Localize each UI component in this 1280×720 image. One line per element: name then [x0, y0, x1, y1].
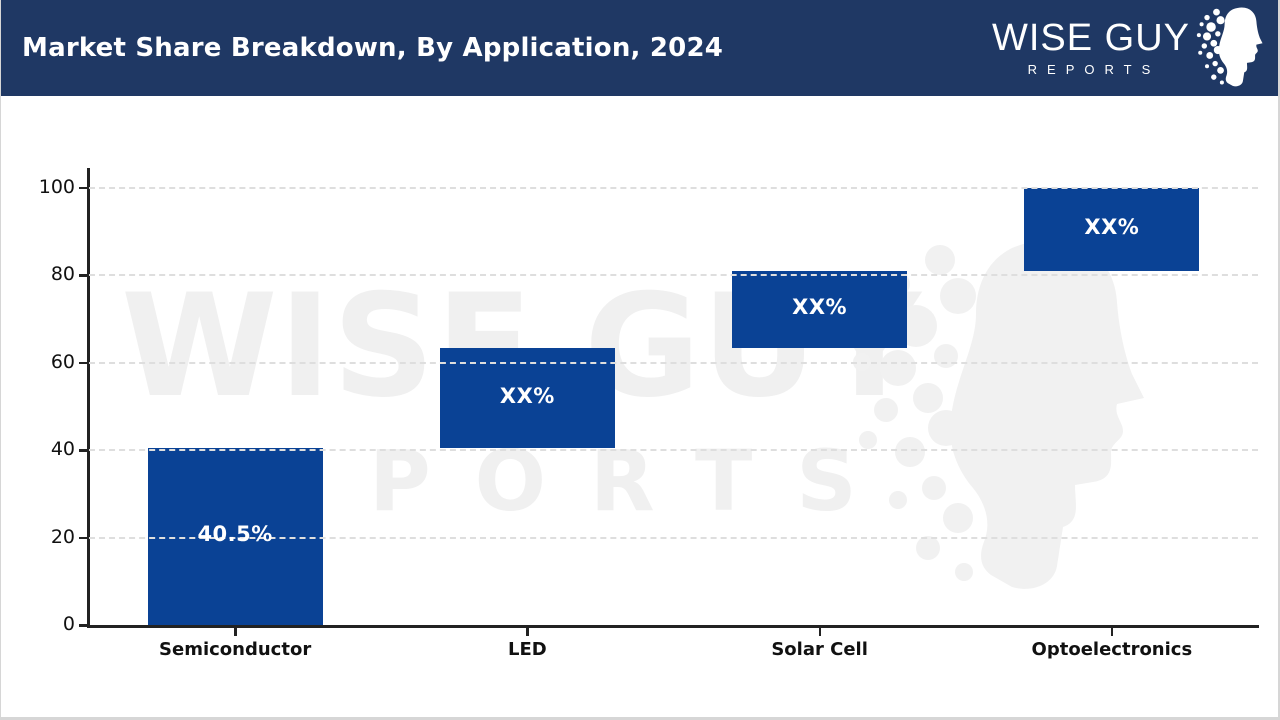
x-category-label: LED	[508, 639, 547, 660]
y-tick-label-60: 60	[50, 350, 75, 373]
x-tickmark-0	[234, 628, 237, 636]
y-tickmark-40	[79, 449, 87, 452]
x-tickmark-3	[1110, 628, 1114, 636]
x-tickmark-1	[526, 628, 529, 636]
y-tickmark-80	[79, 274, 87, 277]
bar-value-label: XX%	[499, 383, 555, 408]
logo-wordmark-line1: WISE GUY	[991, 17, 1190, 60]
bar-optoelectronics	[1024, 187, 1200, 271]
y-tick-label-20: 20	[50, 525, 75, 548]
y-axis-line	[87, 168, 90, 628]
x-category-label: Semiconductor	[159, 639, 312, 660]
header-bar: Market Share Breakdown, By Application, …	[1, 0, 1278, 96]
y-tickmark-60	[79, 361, 87, 364]
y-tickmark-20	[79, 536, 87, 539]
bar-value-label: 40.5%	[197, 522, 273, 547]
y-tickmark-100	[79, 186, 87, 189]
dotted-head-icon	[1186, 4, 1270, 92]
y-tick-label-100: 100	[38, 175, 75, 198]
wiseguy-logo: WISE GUY REPORTS	[992, 4, 1270, 92]
bar-solar-cell	[732, 270, 908, 348]
logo-wordmark-line2: REPORTS	[1027, 61, 1161, 77]
x-category-label: Optoelectronics	[1031, 639, 1193, 660]
gridline-y-80	[89, 274, 1258, 276]
gridline-y-60	[89, 361, 1258, 364]
x-tickmark-2	[818, 628, 822, 636]
y-tick-label-40: 40	[50, 438, 75, 460]
y-tick-label-0: 0	[62, 613, 75, 635]
x-category-label: Solar Cell	[771, 639, 868, 660]
bar-led	[439, 347, 615, 448]
bar-value-label: XX%	[1084, 215, 1140, 240]
logo-wordmark: WISE GUY REPORTS	[991, 17, 1190, 77]
chart-area: WISE GUY REPORTS 0 20 40 60 80 100 40.5% Semico…	[1, 96, 1278, 717]
y-tick-label-80: 80	[50, 263, 75, 285]
gridline-y-40	[89, 449, 1258, 451]
page-title: Market Share Breakdown, By Application, …	[22, 33, 724, 63]
y-tickmark-0	[79, 624, 87, 627]
gridline-y-100	[89, 186, 1258, 189]
bar-value-label: XX%	[792, 295, 848, 320]
x-axis-line	[87, 625, 1259, 628]
gridline-y-20	[89, 536, 1258, 539]
bar-semiconductor	[147, 447, 323, 625]
